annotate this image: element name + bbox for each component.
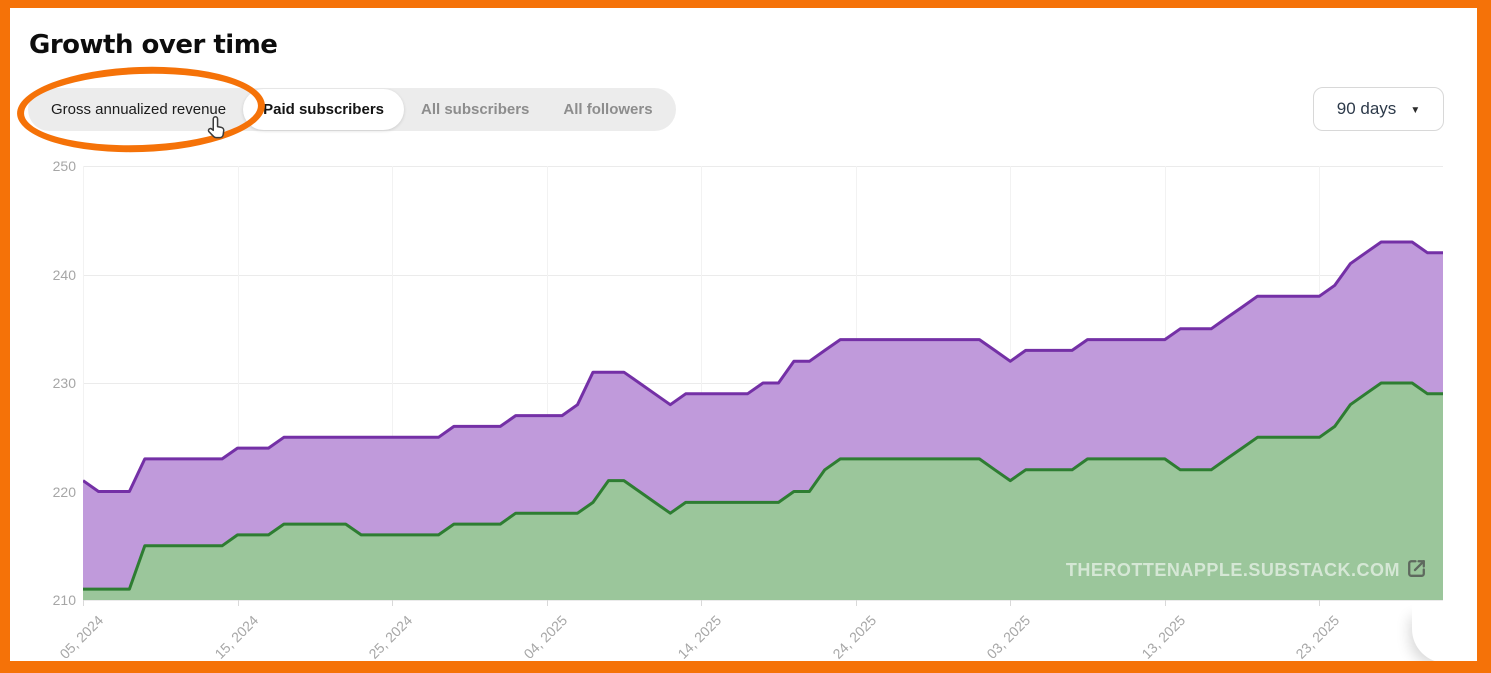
tab-all-followers[interactable]: All followers (563, 101, 653, 118)
y-axis-tick-label: 240 (52, 266, 76, 283)
tab-all-subscribers[interactable]: All subscribers (421, 101, 530, 118)
v-gridline (546, 166, 548, 600)
date-range-value: 90 days (1336, 99, 1397, 118)
caret-down-icon: ▼ (1410, 104, 1421, 116)
y-axis-tick-label: 210 (52, 592, 76, 608)
h-gridline (83, 274, 1443, 276)
x-axis-tick-mark (855, 600, 857, 606)
v-gridline (83, 166, 84, 600)
v-gridline (237, 166, 239, 600)
x-axis-tick-mark (1319, 600, 1321, 606)
hand-pointer-cursor-icon (207, 115, 225, 139)
x-axis-tick-mark (1010, 600, 1012, 606)
y-axis-tick-label: 220 (52, 483, 76, 500)
x-axis-tick-mark (546, 600, 548, 606)
date-range-dropdown[interactable]: 90 days ▼ (1313, 87, 1444, 131)
external-link-icon[interactable] (1404, 556, 1429, 581)
v-gridline (701, 166, 703, 600)
y-axis-tick-label: 250 (52, 158, 76, 174)
tab-paid-subscribers[interactable]: Paid subscribers (243, 89, 404, 130)
border-left (0, 0, 10, 673)
y-axis-tick-label: 230 (52, 375, 76, 391)
h-gridline (83, 600, 1443, 601)
chart-plot[interactable] (83, 166, 1443, 601)
x-axis-tick-mark (392, 600, 394, 606)
x-axis-tick-mark (237, 600, 239, 606)
border-right (1477, 0, 1491, 673)
page-title: Growth over time (29, 30, 278, 60)
v-gridline (392, 166, 394, 600)
x-axis-tick-mark (1164, 600, 1166, 606)
border-bottom (0, 661, 1491, 673)
tab-bar: Gross annualized revenue Paid subscribers… (28, 88, 676, 131)
border-top (0, 0, 1491, 8)
x-axis-tick-mark (701, 600, 703, 606)
card-corner-shadow (1412, 601, 1478, 663)
x-axis-tick-mark (83, 600, 84, 606)
watermark-text: THEROTTENAPPLE.SUBSTACK.COM (1065, 560, 1400, 580)
area-chart (83, 240, 1443, 600)
tab-gross-annualized-revenue[interactable]: Gross annualized revenue (51, 101, 227, 118)
h-gridline (83, 166, 1443, 167)
